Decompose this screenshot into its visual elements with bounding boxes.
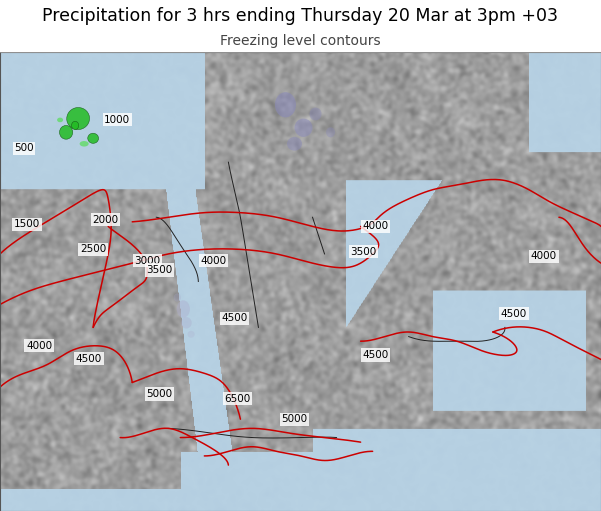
Text: 4000: 4000 xyxy=(531,251,557,261)
Ellipse shape xyxy=(57,118,63,122)
Ellipse shape xyxy=(67,107,90,130)
Text: 3500: 3500 xyxy=(350,247,377,257)
Text: 4000: 4000 xyxy=(200,256,227,266)
Text: 1000: 1000 xyxy=(104,115,130,125)
Ellipse shape xyxy=(326,127,335,137)
Text: 4000: 4000 xyxy=(362,221,389,231)
Ellipse shape xyxy=(188,331,195,338)
Text: 2500: 2500 xyxy=(80,244,106,254)
Ellipse shape xyxy=(59,125,73,139)
Ellipse shape xyxy=(177,300,190,318)
Text: 4000: 4000 xyxy=(26,341,52,351)
Ellipse shape xyxy=(287,137,302,151)
Text: 6500: 6500 xyxy=(224,393,251,404)
Text: 3000: 3000 xyxy=(134,256,160,266)
Text: 4500: 4500 xyxy=(362,350,389,360)
Ellipse shape xyxy=(88,133,99,144)
Text: 4500: 4500 xyxy=(501,309,527,319)
Ellipse shape xyxy=(80,141,89,147)
Ellipse shape xyxy=(294,119,313,137)
Ellipse shape xyxy=(181,317,192,329)
Text: 500: 500 xyxy=(14,144,34,153)
Ellipse shape xyxy=(275,92,296,118)
Text: 1500: 1500 xyxy=(14,219,40,229)
Ellipse shape xyxy=(174,293,181,301)
Text: Precipitation for 3 hrs ending Thursday 20 Mar at 3pm +03: Precipitation for 3 hrs ending Thursday … xyxy=(43,7,558,25)
Text: 4500: 4500 xyxy=(221,313,248,323)
Text: 2000: 2000 xyxy=(92,215,118,224)
Text: Freezing level contours: Freezing level contours xyxy=(220,34,381,48)
Text: 4500: 4500 xyxy=(76,354,102,364)
Text: 5000: 5000 xyxy=(281,414,308,424)
Ellipse shape xyxy=(72,121,79,130)
Text: 5000: 5000 xyxy=(146,389,172,399)
Text: 3500: 3500 xyxy=(146,265,172,275)
Ellipse shape xyxy=(310,107,322,121)
